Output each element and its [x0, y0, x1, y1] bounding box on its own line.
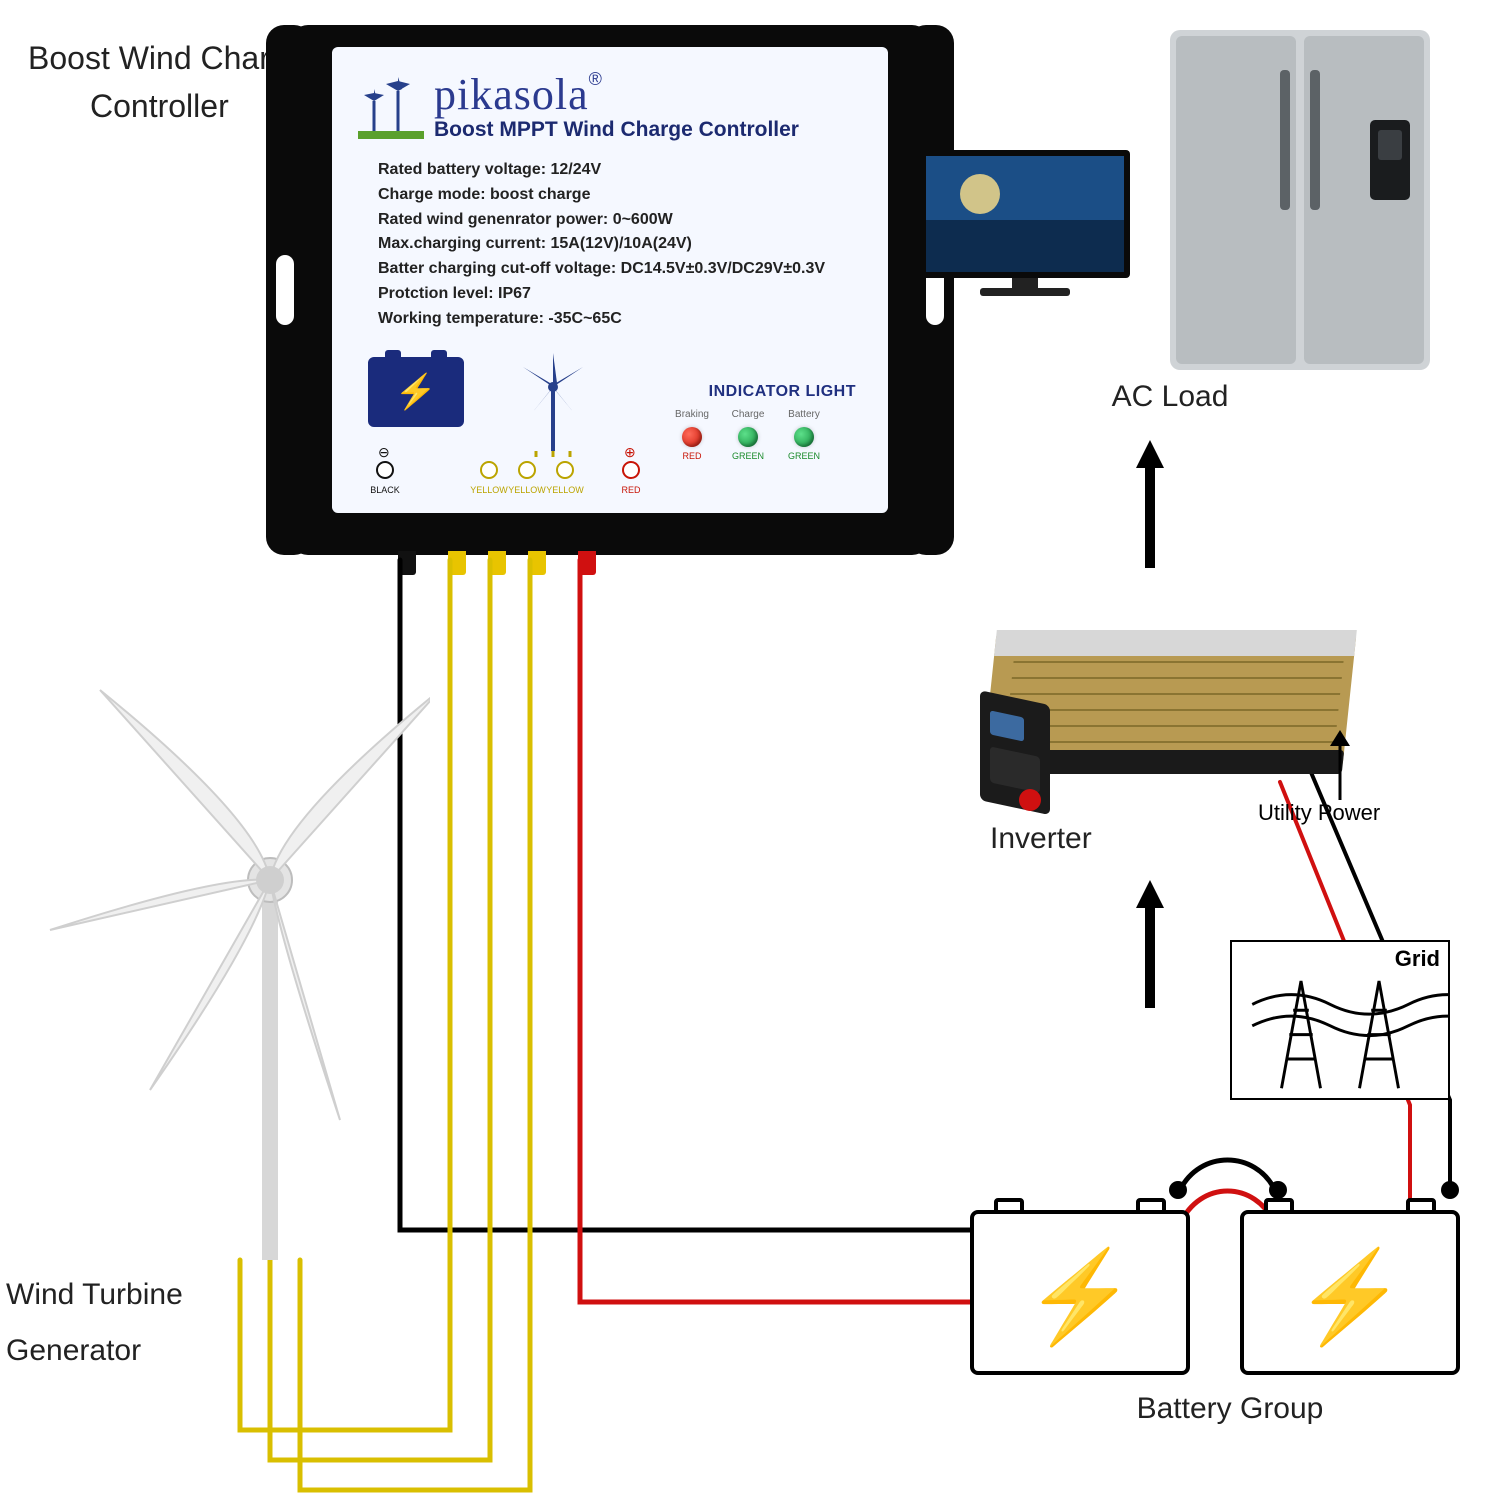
- controller-panel: pikasola® Boost MPPT Wind Charge Control…: [332, 47, 888, 513]
- brand-logo-icon: [358, 73, 424, 139]
- wire-port-yellow: [448, 551, 466, 575]
- tv-icon: [920, 150, 1130, 300]
- ac-load-label: AC Load: [1040, 380, 1300, 414]
- battery-icon: ⚡: [970, 1190, 1190, 1375]
- terminal-sign: ⊕: [624, 444, 636, 461]
- wire-port-black: [398, 551, 416, 575]
- terminal-icon: [480, 461, 498, 479]
- spec-line: Charge mode: boost charge: [378, 183, 862, 208]
- turbine-label-l2: Generator: [6, 1334, 286, 1368]
- terminal-icon: [376, 461, 394, 479]
- spec-line: Batter charging cut-off voltage: DC14.5V…: [378, 257, 862, 282]
- page-title-line1: Boost Wind Charge: [28, 40, 305, 77]
- turbine-label-l1: Wind Turbine: [6, 1278, 286, 1312]
- utility-power-label: Utility Power: [1258, 800, 1380, 826]
- arrow-up-icon: [1136, 440, 1164, 468]
- led-green-icon: [738, 427, 758, 447]
- battery-icon: ⚡: [1240, 1190, 1460, 1375]
- led-top-label: Charge: [726, 409, 770, 420]
- inverter-icon: [960, 600, 1380, 820]
- spec-line: Rated battery voltage: 12/24V: [378, 158, 862, 183]
- led-sub-label: GREEN: [726, 451, 770, 461]
- terminal-icon: [622, 461, 640, 479]
- led-top-label: Braking: [670, 409, 714, 420]
- led-top-label: Battery: [782, 409, 826, 420]
- charge-controller: pikasola® Boost MPPT Wind Charge Control…: [290, 25, 930, 555]
- terminal-label: YELLOW: [543, 485, 587, 495]
- terminal-label: BLACK: [363, 485, 407, 495]
- terminal-label: RED: [609, 485, 653, 495]
- mini-turbine-icon: [508, 347, 598, 457]
- terminal-icon: [556, 461, 574, 479]
- indicator-title: INDICATOR LIGHT: [709, 383, 856, 401]
- arrow-stem: [1145, 468, 1155, 568]
- page-title-line2: Controller: [90, 88, 229, 125]
- arrow-stem: [1145, 908, 1155, 1008]
- wire-port-red: [578, 551, 596, 575]
- battery-group-label: Battery Group: [1070, 1392, 1390, 1426]
- registered-icon: ®: [589, 69, 602, 89]
- arrow-up-icon: [1136, 880, 1164, 908]
- led-sub-label: GREEN: [782, 451, 826, 461]
- controller-subtitle: Boost MPPT Wind Charge Controller: [434, 118, 799, 142]
- grid-label: Grid: [1395, 946, 1440, 972]
- controller-specs: Rated battery voltage: 12/24VCharge mode…: [378, 158, 862, 332]
- spec-line: Max.charging current: 15A(12V)/10A(24V): [378, 232, 862, 257]
- spec-line: Working temperature: -35C~65C: [378, 307, 862, 332]
- wire-port-yellow: [488, 551, 506, 575]
- wind-turbine-icon: [10, 620, 430, 1260]
- terminal-icon: [518, 461, 536, 479]
- controller-io-diagram: ⚡: [358, 347, 862, 497]
- spec-line: Protction level: IP67: [378, 282, 862, 307]
- wire-port-yellow: [528, 551, 546, 575]
- spec-line: Rated wind genenrator power: 0~600W: [378, 208, 862, 233]
- inverter-label: Inverter: [990, 822, 1170, 856]
- grid-icon: Grid: [1230, 940, 1450, 1100]
- led-green-icon: [794, 427, 814, 447]
- fridge-icon: [1170, 30, 1430, 380]
- brand-name: pikasola: [434, 70, 589, 119]
- led-sub-label: RED: [670, 451, 714, 461]
- led-red-icon: [682, 427, 702, 447]
- terminal-sign: ⊖: [378, 444, 390, 461]
- arrow-up-small-icon: [1320, 730, 1360, 800]
- mini-battery-icon: ⚡: [368, 357, 464, 427]
